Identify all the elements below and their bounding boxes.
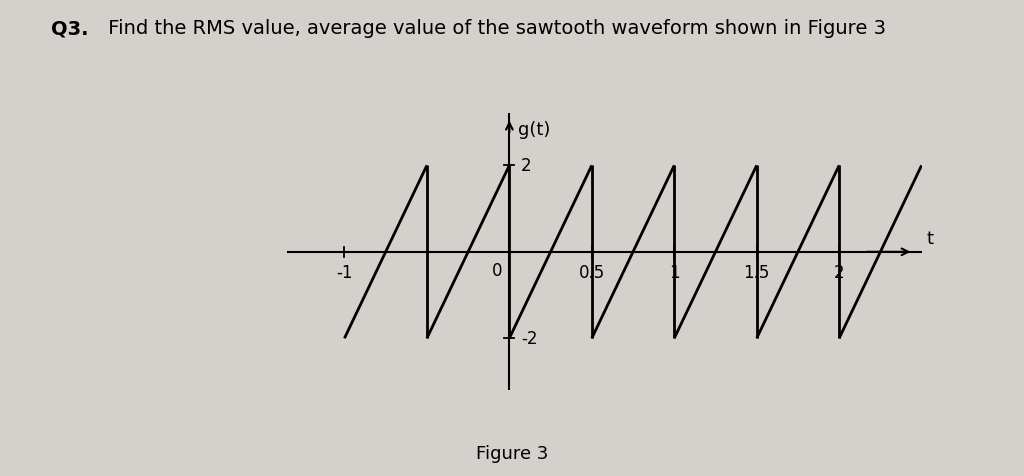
- Text: g(t): g(t): [517, 121, 550, 139]
- Text: Figure 3: Figure 3: [476, 444, 548, 462]
- Text: 0.5: 0.5: [579, 264, 605, 282]
- Text: 2: 2: [834, 264, 845, 282]
- Text: Q3.: Q3.: [51, 19, 89, 38]
- Text: -1: -1: [336, 264, 352, 282]
- Text: 1: 1: [669, 264, 680, 282]
- Text: 1.5: 1.5: [743, 264, 770, 282]
- Text: 2: 2: [521, 157, 531, 175]
- Text: t: t: [927, 229, 934, 247]
- Text: Find the RMS value, average value of the sawtooth waveform shown in Figure 3: Find the RMS value, average value of the…: [102, 19, 887, 38]
- Text: -2: -2: [521, 329, 538, 347]
- Text: 0: 0: [493, 262, 503, 280]
